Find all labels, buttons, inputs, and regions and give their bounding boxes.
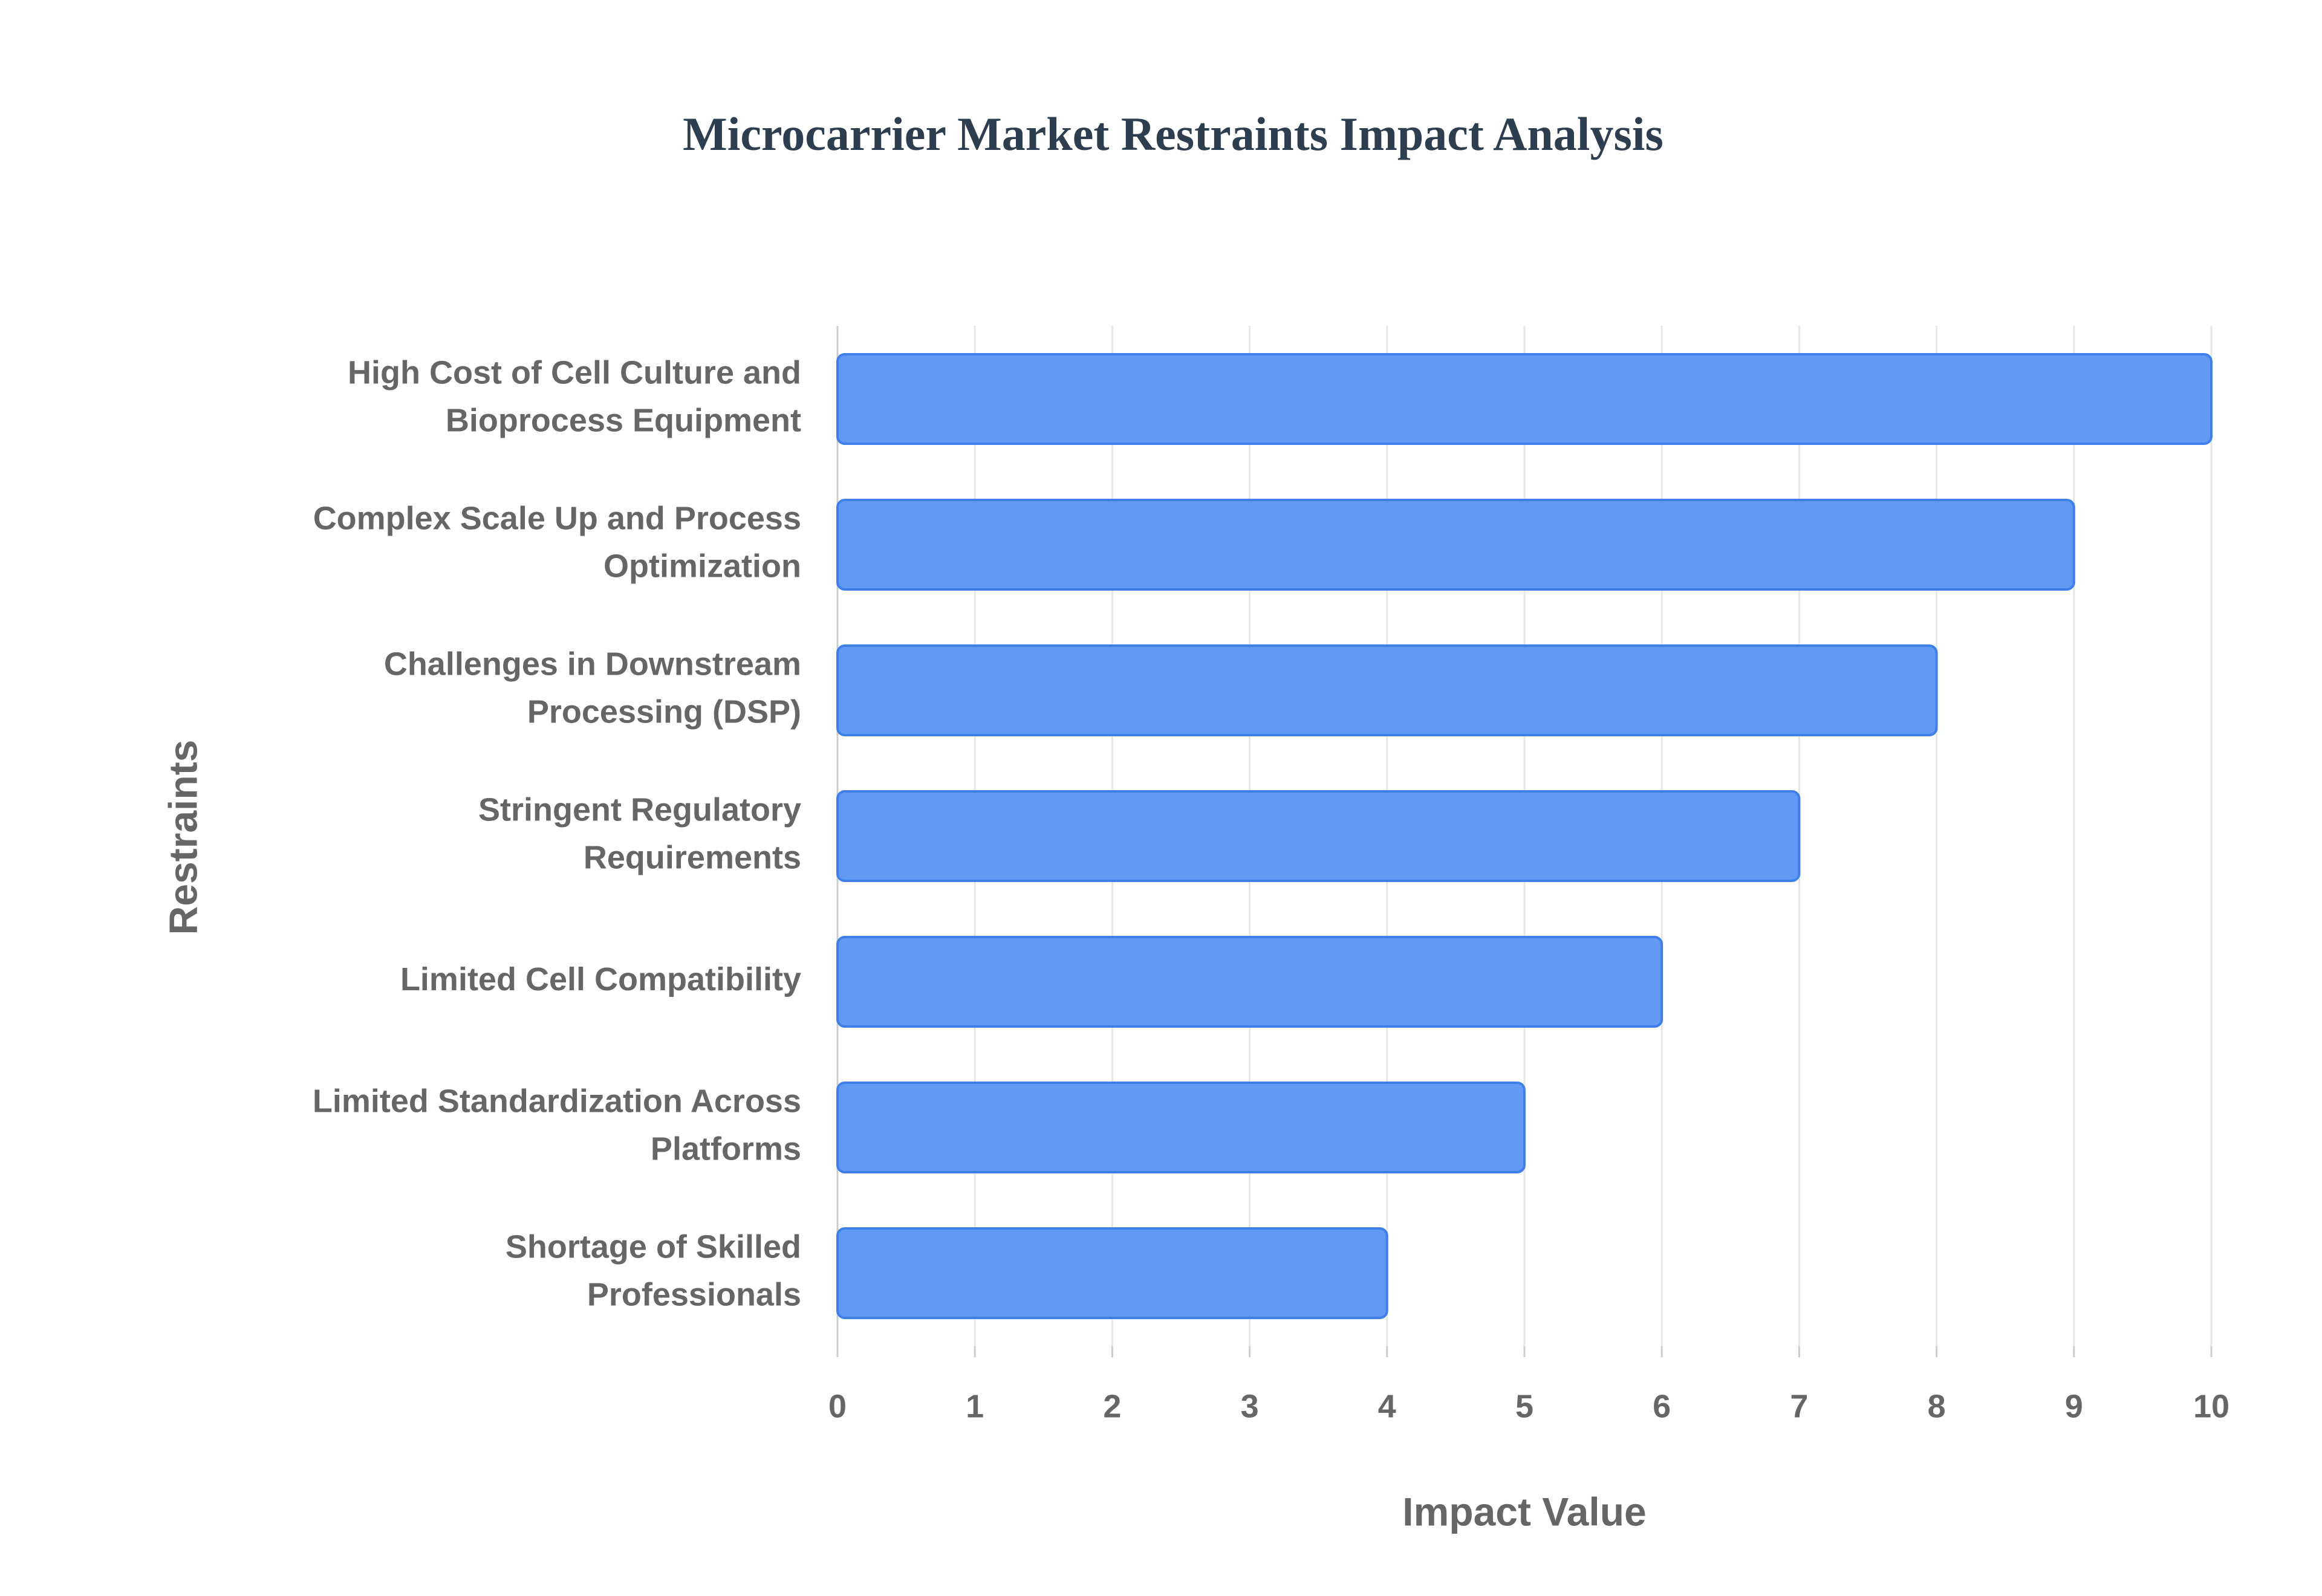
x-tick-label: 0 xyxy=(828,1388,847,1424)
y-tick-label: Complex Scale Up and Process Optimization xyxy=(313,501,801,585)
bar xyxy=(836,353,2213,445)
bar xyxy=(836,644,1938,736)
bar xyxy=(836,499,2075,591)
y-tick-label: Limited Cell Compatibility xyxy=(400,961,801,997)
x-tick-label: 3 xyxy=(1241,1388,1259,1424)
y-tick-label: High Cost of Cell Culture and Bioprocess … xyxy=(348,355,801,439)
x-tick-label: 4 xyxy=(1378,1388,1396,1424)
x-tick-label: 2 xyxy=(1103,1388,1121,1424)
y-tick-label: Limited Standardization Across Platforms xyxy=(313,1083,801,1167)
y-tick-label: Shortage of Skilled Professionals xyxy=(506,1229,801,1313)
y-tick-label: Stringent Regulatory Requirements xyxy=(478,792,801,876)
y-axis-label: Restraints xyxy=(160,740,205,935)
chart-title: Microcarrier Market Restraints Impact An… xyxy=(683,108,1663,160)
x-tick-label: 7 xyxy=(1790,1388,1808,1424)
x-tick-label: 8 xyxy=(1928,1388,1946,1424)
bar xyxy=(836,1227,1388,1319)
bar xyxy=(836,790,1801,882)
bar xyxy=(836,1082,1526,1173)
x-axis-label: Impact Value xyxy=(1402,1489,1647,1534)
x-tick-label: 6 xyxy=(1653,1388,1671,1424)
y-tick-label: Challenges in Downstream Processing (DSP) xyxy=(384,646,801,730)
x-tick-label: 1 xyxy=(966,1388,984,1424)
x-tick-label: 5 xyxy=(1515,1388,1533,1424)
x-tick-label: 10 xyxy=(2193,1388,2229,1424)
x-tick-label: 9 xyxy=(2065,1388,2083,1424)
bar xyxy=(836,936,1663,1028)
